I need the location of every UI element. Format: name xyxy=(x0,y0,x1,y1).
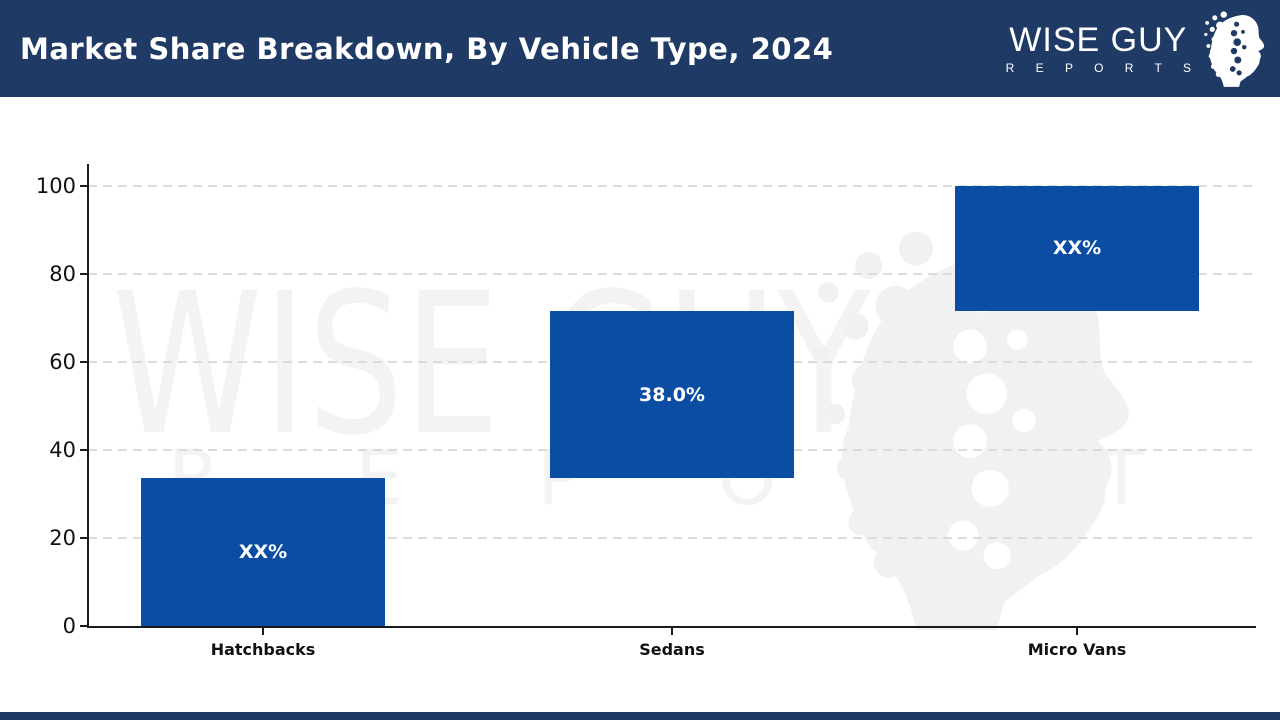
y-tick-label: 20 xyxy=(49,526,76,550)
y-tick-0 xyxy=(80,625,87,627)
x-category-label: Hatchbacks xyxy=(210,640,316,659)
logo-wordmark: WISE GUY xyxy=(1009,21,1188,59)
y-tick-40 xyxy=(80,449,87,451)
y-tick-100 xyxy=(80,185,87,187)
y-tick-label: 40 xyxy=(49,438,76,462)
bar-data-label: XX% xyxy=(1052,237,1102,260)
y-tick-label: 0 xyxy=(62,614,76,638)
footer-band xyxy=(0,712,1280,720)
y-tick-label: 100 xyxy=(35,174,76,198)
dotted-head-icon xyxy=(1204,11,1265,87)
header-band: Market Share Breakdown, By Vehicle Type,… xyxy=(0,0,1280,97)
y-tick-label: 60 xyxy=(49,350,76,374)
x-axis-line xyxy=(87,626,1256,628)
x-category-label: Sedans xyxy=(639,640,705,659)
gridline-20 xyxy=(88,537,1256,539)
bar-data-label: XX% xyxy=(238,541,288,564)
logo-subtitle: R E P O R T S xyxy=(1005,61,1200,75)
bar-hatchbacks: XX% xyxy=(141,478,385,626)
y-tick-80 xyxy=(80,273,87,275)
x-tick-2 xyxy=(671,628,673,635)
logo-text: WISE GUY R E P O R T S xyxy=(997,23,1200,74)
bar-sedans: 38.0% xyxy=(550,310,794,479)
bar-micro-vans: XX% xyxy=(955,186,1199,311)
y-tick-label: 80 xyxy=(49,262,76,286)
x-category-label: Micro Vans xyxy=(1027,640,1127,659)
gridline-80 xyxy=(88,273,1256,275)
gridline-100 xyxy=(88,185,1256,187)
y-tick-60 xyxy=(80,361,87,363)
bar-data-label: 38.0% xyxy=(639,383,705,406)
x-tick-3 xyxy=(1076,628,1078,635)
x-tick-1 xyxy=(262,628,264,635)
chart-title: Market Share Breakdown, By Vehicle Type,… xyxy=(20,31,834,66)
y-tick-20 xyxy=(80,537,87,539)
wise-guy-reports-logo: WISE GUY R E P O R T S xyxy=(997,10,1266,87)
y-axis-line xyxy=(87,164,89,628)
